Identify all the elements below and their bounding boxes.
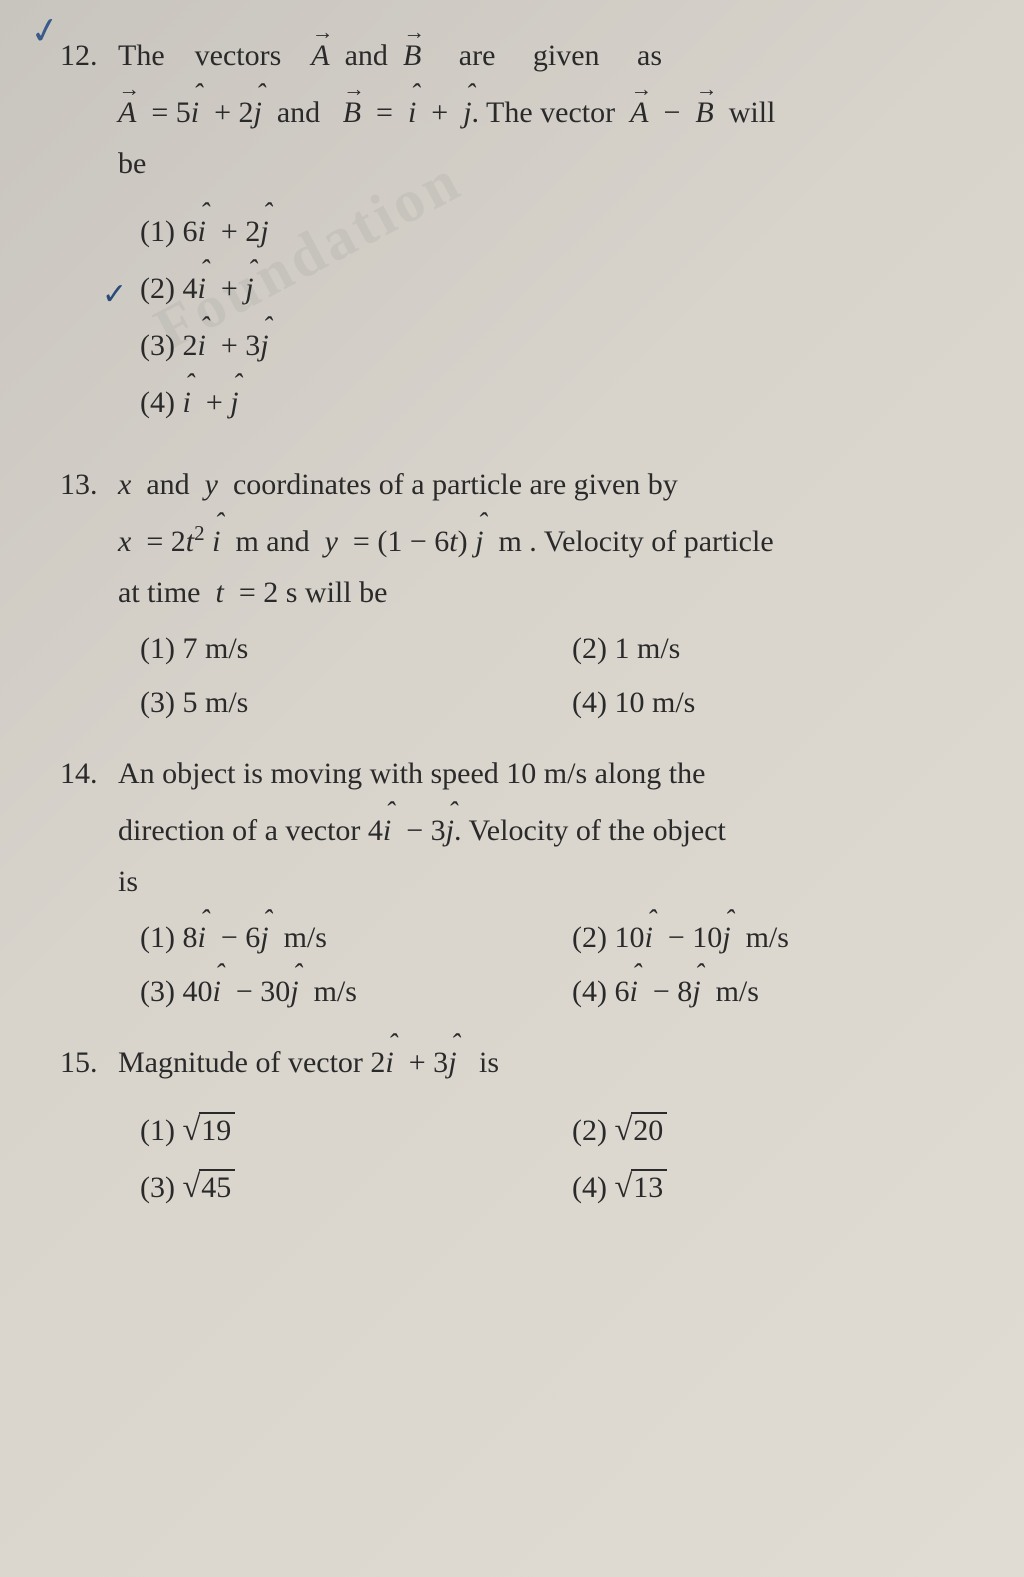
question-text: x and y coordinates of a particle are gi… [118,459,974,510]
sqrt-icon: √ [614,1169,632,1205]
question-number: 14. [60,750,118,798]
exam-page: ✓ Foundation 12. The vectors A and B are… [0,0,1024,1264]
options-grid: (1) 8i − 6j m/s (2) 10i − 10j m/s (3) 40… [140,921,974,1009]
option-1: (1) √19 [140,1112,542,1149]
question-text: at time t = 2 s will be [118,567,974,618]
sqrt-icon: √ [182,1112,200,1148]
question-number: 13. [60,461,118,509]
option-1: (1) 6i + 2j [140,203,974,260]
question-number: 15. [60,1039,118,1087]
question-text: direction of a vector 4i − 3j. Velocity … [118,805,974,856]
option-4: (4) 6i − 8j m/s [572,975,974,1009]
tick-mark-icon: ✓ [102,266,127,323]
question-12: 12. The vectors A and B are given as A =… [60,30,974,431]
sqrt-icon: √ [182,1169,200,1205]
option-2: (2) √20 [572,1112,974,1149]
option-3: (3) √45 [140,1169,542,1206]
question-text: A = 5i + 2j and B = i + j. The vector A … [118,87,974,138]
option-3: (3) 5 m/s [140,686,542,720]
question-number: 12. [60,32,118,80]
question-text: An object is moving with speed 10 m/s al… [118,748,974,799]
option-3: (3) 40i − 30j m/s [140,975,542,1009]
option-4: (4) √13 [572,1169,974,1206]
checkmark-icon: ✓ [27,8,64,55]
option-4: (4) i + j [140,374,974,431]
question-15: 15. Magnitude of vector 2i + 3j is (1) √… [60,1037,974,1206]
option-3: (3) 2i + 3j [140,317,974,374]
option-1: (1) 7 m/s [140,632,542,666]
question-text: The vectors A and B are given as [118,30,974,81]
question-text: x = 2t2 i m and y = (1 − 6t) j m . Veloc… [118,516,974,567]
question-13: 13. x and y coordinates of a particle ar… [60,459,974,720]
question-14: 14. An object is moving with speed 10 m/… [60,748,974,1009]
question-text: Magnitude of vector 2i + 3j is [118,1037,974,1088]
options-list: (1) 6i + 2j ✓ (2) 4i + j (3) 2i + 3j (4)… [140,203,974,431]
option-4: (4) 10 m/s [572,686,974,720]
option-1: (1) 8i − 6j m/s [140,921,542,955]
options-grid: (1) 7 m/s (2) 1 m/s (3) 5 m/s (4) 10 m/s [140,632,974,720]
question-text: is [118,856,974,907]
option-2: (2) 1 m/s [572,632,974,666]
vector-a-icon: A [311,30,329,81]
sqrt-icon: √ [614,1112,632,1148]
option-2: (2) 10i − 10j m/s [572,921,974,955]
options-grid: (1) √19 (2) √20 (3) √45 (4) √13 [140,1112,974,1206]
question-text: be [118,138,974,189]
